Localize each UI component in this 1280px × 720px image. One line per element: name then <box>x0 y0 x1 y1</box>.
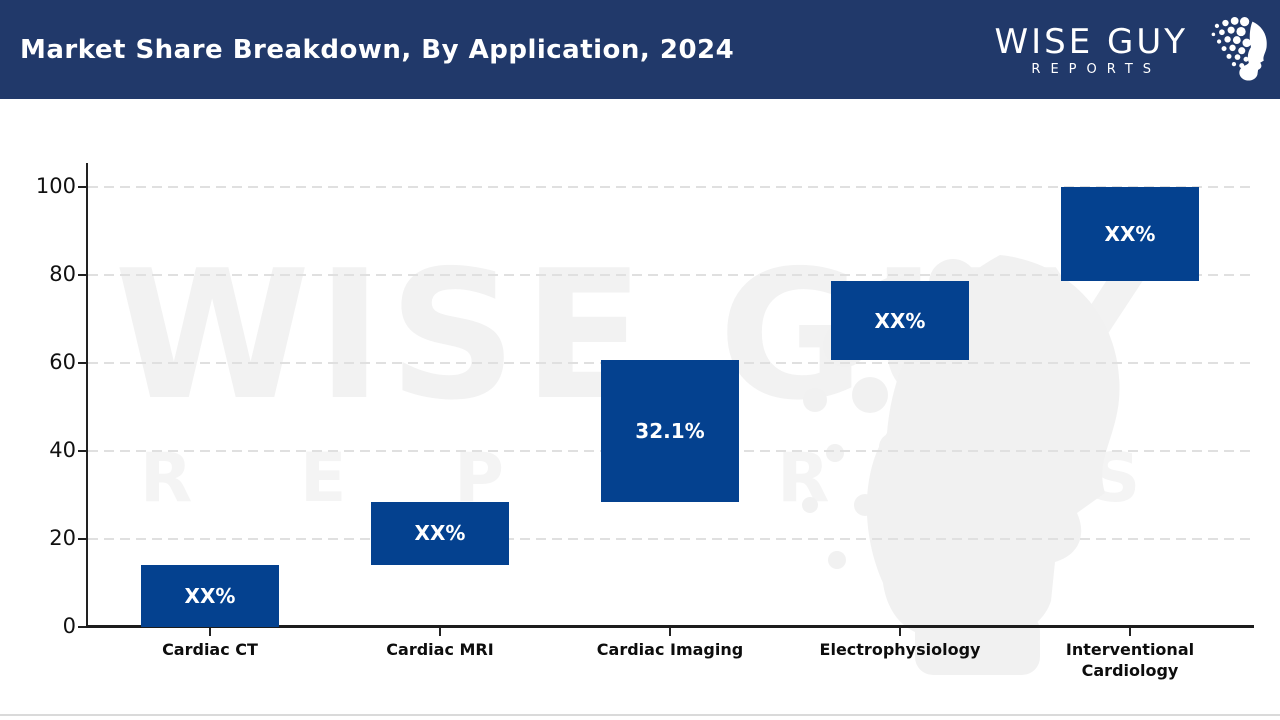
bar-cardiac-mri: XX% <box>371 501 509 565</box>
y-tick-mark-0 <box>78 626 86 628</box>
bar-cardiac-ct: XX% <box>141 564 279 627</box>
page-title: Market Share Breakdown, By Application, … <box>20 34 735 65</box>
y-tick-mark-20 <box>78 538 86 540</box>
y-tick-label-0: 0 <box>62 614 76 638</box>
gridline-100 <box>88 186 1252 188</box>
bar-value-label-cardiac-ct: XX% <box>184 583 236 608</box>
bottom-divider-line <box>0 714 1280 716</box>
x-tick-mark-cardiac-imaging <box>669 628 671 636</box>
y-tick-mark-100 <box>78 186 86 188</box>
category-label-electrophysiology: Electrophysiology <box>819 640 981 659</box>
category-label-cardiac-ct: Cardiac CT <box>162 640 258 659</box>
y-tick-label-20: 20 <box>49 526 76 550</box>
y-tick-label-40: 40 <box>49 438 76 462</box>
bar-electrophysiology: XX% <box>831 281 969 361</box>
logo-face-icon <box>1211 17 1267 81</box>
gridline-20 <box>88 538 1252 540</box>
category-label-interventional-cardiology: Interventional Cardiology <box>1065 640 1195 680</box>
x-tick-mark-interventional-cardiology <box>1129 628 1131 636</box>
bar-value-label-cardiac-mri: XX% <box>414 521 466 546</box>
gridline-80 <box>88 274 1252 276</box>
bar-interventional-cardiology: XX% <box>1061 187 1199 282</box>
wise-guy-reports-logo: WISE GUY REPORTS <box>994 6 1268 94</box>
logo-text: WISE GUY REPORTS <box>994 24 1188 77</box>
logo-wordmark: WISE GUY <box>994 21 1188 62</box>
x-tick-mark-cardiac-mri <box>439 628 441 636</box>
category-label-cardiac-imaging: Cardiac Imaging <box>596 640 744 659</box>
category-label-cardiac-mri: Cardiac MRI <box>386 640 494 659</box>
bar-value-label-interventional-cardiology: XX% <box>1104 222 1156 247</box>
bar-value-label-electrophysiology: XX% <box>874 308 926 333</box>
bar-cardiac-imaging: 32.1% <box>601 360 739 502</box>
y-tick-label-80: 80 <box>49 262 76 286</box>
y-tick-mark-40 <box>78 450 86 452</box>
logo-subtext: REPORTS <box>1031 61 1162 77</box>
x-tick-mark-electrophysiology <box>899 628 901 636</box>
x-tick-mark-cardiac-ct <box>209 628 211 636</box>
y-axis-line <box>86 163 88 628</box>
y-tick-label-100: 100 <box>35 174 76 198</box>
x-axis-line <box>86 625 1254 628</box>
y-tick-mark-60 <box>78 362 86 364</box>
y-tick-mark-80 <box>78 274 86 276</box>
y-tick-label-60: 60 <box>49 350 76 374</box>
header-bar: Market Share Breakdown, By Application, … <box>0 0 1280 99</box>
bar-value-label-cardiac-imaging: 32.1% <box>635 418 705 443</box>
